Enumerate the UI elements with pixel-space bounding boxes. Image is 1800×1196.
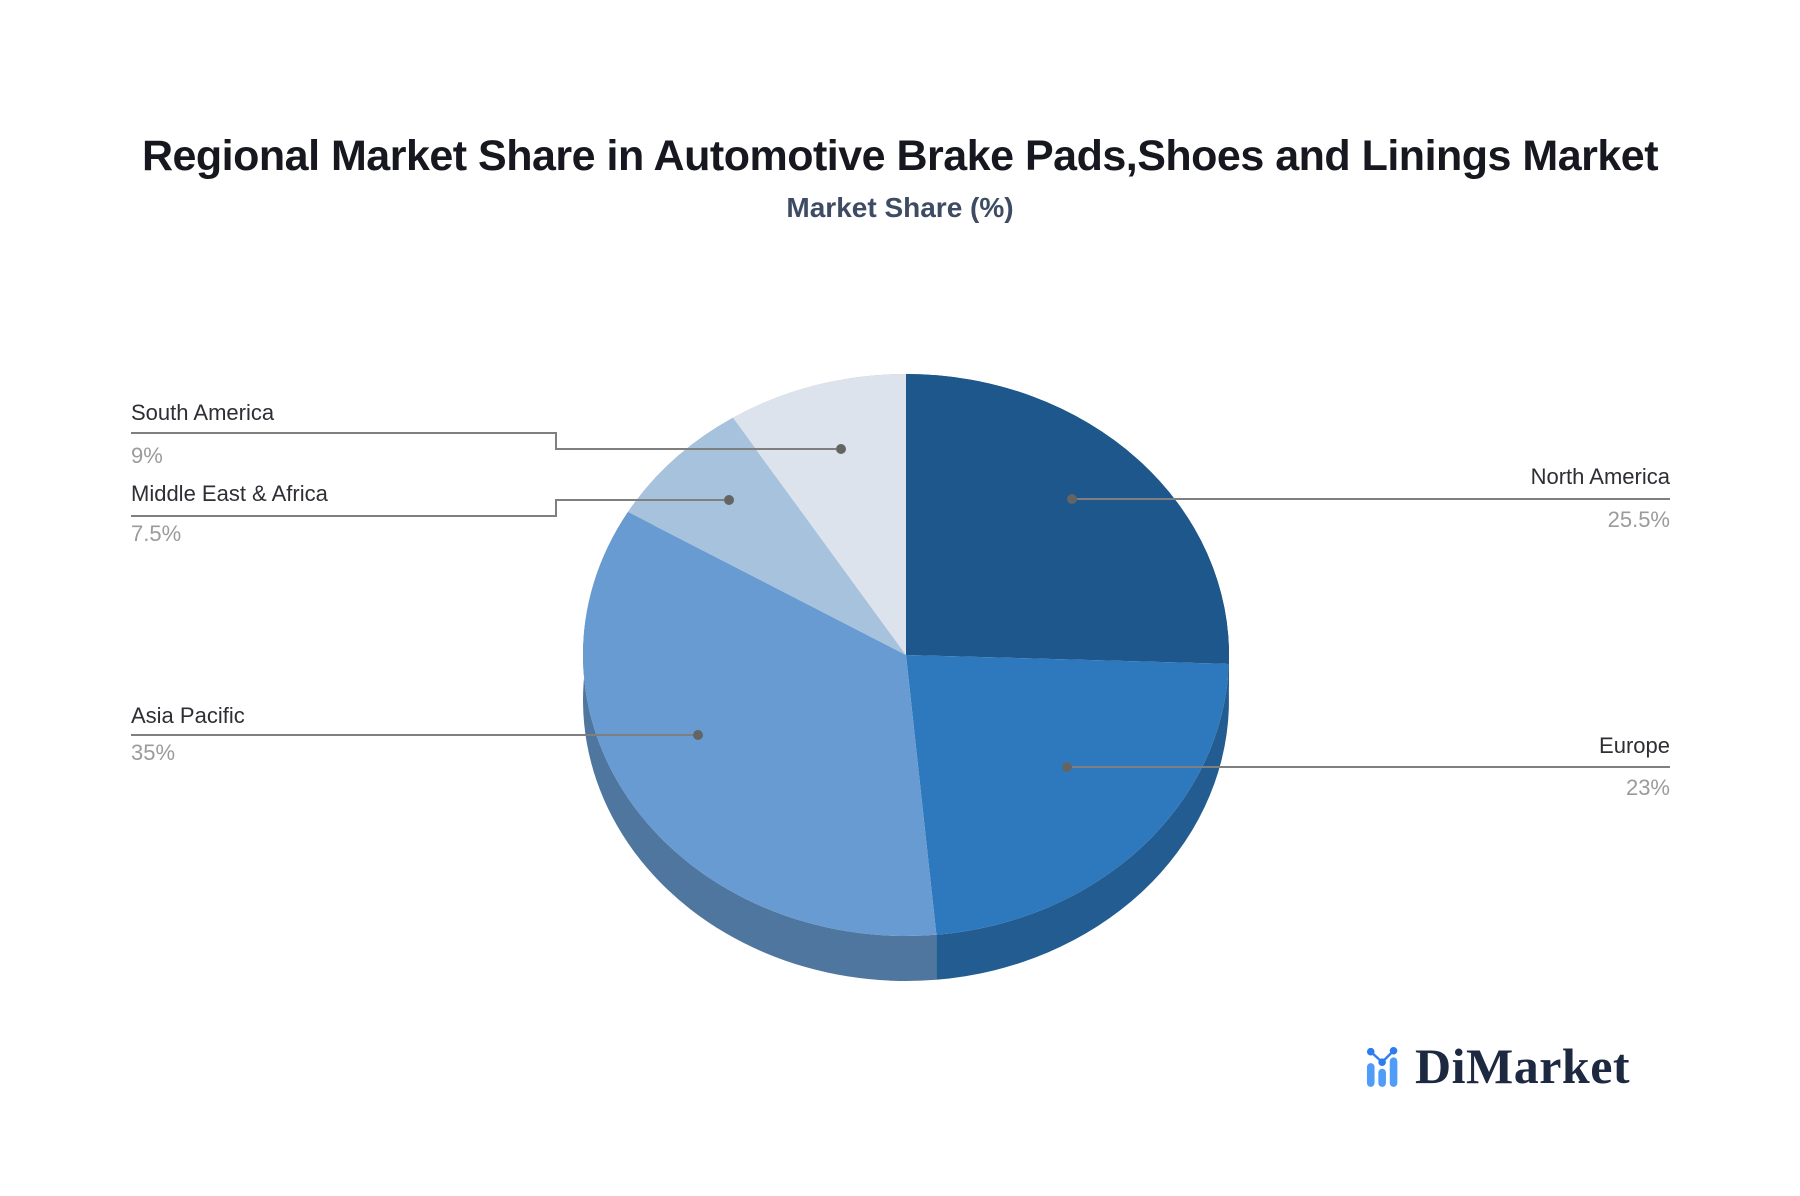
leader-dot-asia-pacific bbox=[693, 730, 703, 740]
leader-south-america bbox=[131, 432, 836, 450]
slice-value-middle-east-africa: 7.5% bbox=[131, 521, 182, 546]
slice-value-south-america: 9% bbox=[131, 443, 163, 468]
chart-title: Regional Market Share in Automotive Brak… bbox=[141, 132, 1659, 180]
leader-dot-south-america bbox=[836, 444, 846, 454]
pie-slice-side-europe bbox=[936, 663, 1229, 980]
pie-slice-middle-east-africa bbox=[627, 417, 906, 655]
chart-subtitle: Market Share (%) bbox=[786, 192, 1014, 223]
logo-wordmark: DiMarket bbox=[1415, 1038, 1631, 1094]
slice-value-asia-pacific: 35% bbox=[131, 740, 176, 765]
bar-line-chart-icon bbox=[1366, 1046, 1398, 1087]
pie-slice-north-america bbox=[906, 374, 1229, 664]
slice-label-europe: Europe bbox=[1599, 733, 1670, 758]
leader-lines bbox=[131, 432, 1670, 772]
leader-dot-middle-east-africa bbox=[724, 495, 734, 505]
slice-label-asia-pacific: Asia Pacific bbox=[131, 703, 245, 728]
leader-middle-east-africa bbox=[131, 499, 724, 517]
slice-label-middle-east-africa: Middle East & Africa bbox=[131, 481, 328, 506]
slice-value-europe: 23% bbox=[1625, 775, 1670, 800]
slice-label-north-america: North America bbox=[1530, 464, 1670, 489]
slice-label-south-america: South America bbox=[131, 400, 275, 425]
pie-slices bbox=[583, 374, 1229, 936]
pie-slice-asia-pacific bbox=[583, 511, 937, 936]
leader-dot-north-america bbox=[1067, 494, 1077, 504]
pie-slice-south-america bbox=[732, 374, 906, 655]
dimarket-logo: DiMarket bbox=[1366, 1038, 1631, 1094]
slice-value-north-america: 25.5% bbox=[1607, 507, 1670, 532]
pie-slice-side-asia-pacific bbox=[583, 511, 937, 981]
pie-slice-europe bbox=[906, 655, 1229, 935]
leader-dot-europe bbox=[1062, 762, 1072, 772]
